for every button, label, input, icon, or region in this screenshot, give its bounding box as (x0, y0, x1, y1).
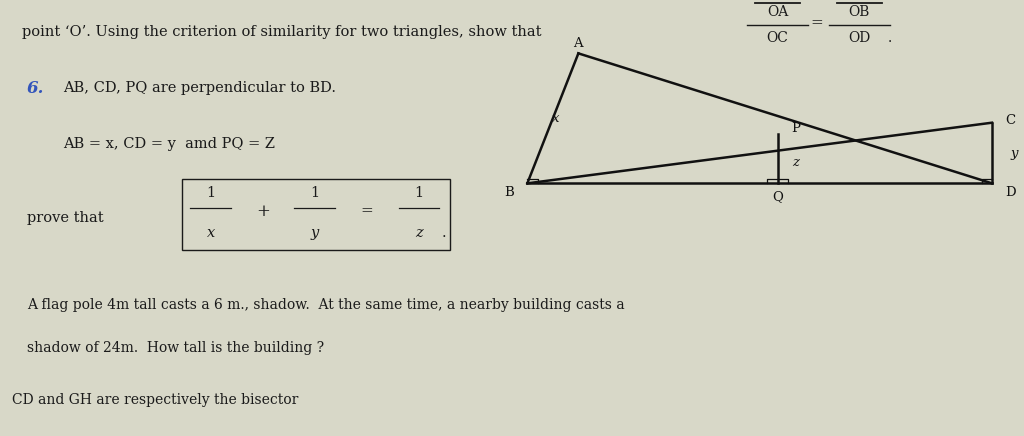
Text: y: y (1011, 146, 1018, 160)
Text: shadow of 24m.  How tall is the building ?: shadow of 24m. How tall is the building … (27, 341, 324, 355)
Text: +: + (256, 203, 269, 220)
Text: OB: OB (849, 5, 870, 19)
Text: 1: 1 (206, 186, 215, 200)
Text: CD and GH are respectively the bisector: CD and GH are respectively the bisector (11, 393, 298, 407)
Text: AB, CD, PQ are perpendicular to BD.: AB, CD, PQ are perpendicular to BD. (62, 81, 336, 95)
Text: 6.: 6. (27, 79, 44, 96)
Text: point ‘O’. Using the criterion of similarity for two triangles, show that: point ‘O’. Using the criterion of simila… (22, 25, 542, 39)
Text: OA: OA (767, 5, 788, 19)
Text: x: x (552, 112, 560, 125)
Text: D: D (1005, 185, 1016, 198)
Text: P: P (792, 122, 801, 135)
Text: A flag pole 4m tall casts a 6 m., shadow.  At the same time, a nearby building c: A flag pole 4m tall casts a 6 m., shadow… (27, 298, 625, 312)
Text: C: C (1006, 114, 1016, 127)
Text: 1: 1 (310, 186, 319, 200)
Text: .: . (888, 31, 892, 45)
Text: =: = (810, 16, 822, 30)
Text: OD: OD (848, 31, 870, 45)
Text: y: y (310, 226, 319, 240)
Text: B: B (504, 186, 514, 199)
Text: 1: 1 (415, 186, 424, 200)
Text: prove that: prove that (27, 211, 103, 225)
Text: z: z (415, 226, 423, 240)
Text: x: x (207, 226, 215, 240)
Text: OC: OC (767, 31, 788, 45)
Text: .: . (441, 226, 446, 240)
Text: A: A (573, 37, 584, 50)
Text: AB = x, CD = y  amd PQ = Z: AB = x, CD = y amd PQ = Z (62, 137, 274, 151)
Text: =: = (360, 204, 374, 218)
Text: z: z (793, 156, 800, 169)
Text: Q: Q (772, 190, 783, 203)
